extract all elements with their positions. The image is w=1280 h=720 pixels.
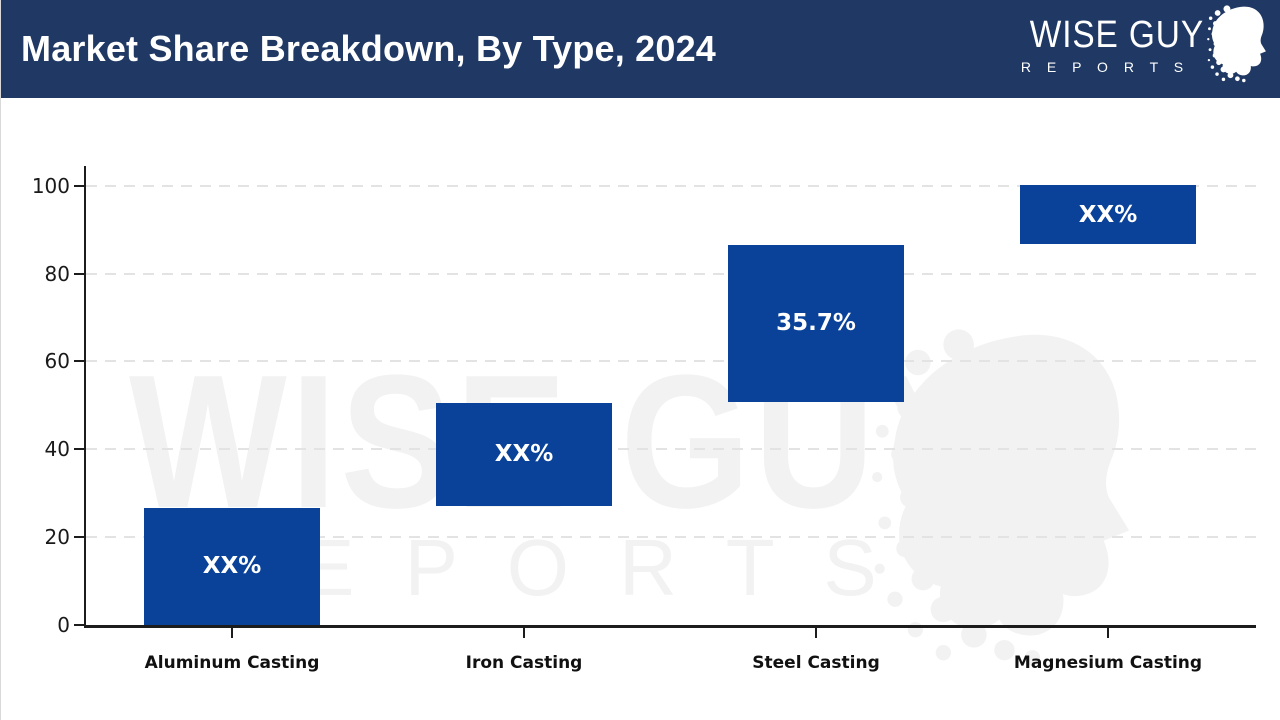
plot-area: 0 20 40 60 80 100 XX% Aluminum Casting XX% Iron C… — [32, 166, 1256, 673]
bar-value-label: XX% — [494, 441, 554, 468]
x-tick-mark — [231, 628, 233, 638]
gridline — [86, 536, 1256, 539]
y-tick-label: 40 — [44, 437, 70, 462]
x-tick-mark — [523, 628, 525, 638]
y-tick-mark — [74, 272, 84, 275]
y-tick-mark — [74, 448, 84, 451]
logo-brand-text: WISE GUY — [1029, 14, 1204, 57]
chart-canvas: WISE GUY R E P O R T S 0 20 40 60 80 100 XX% Al… — [1, 98, 1280, 720]
head-silhouette-icon — [1206, 4, 1270, 86]
x-category-label: Steel Casting — [752, 653, 880, 673]
header-bar: Market Share Breakdown, By Type, 2024 WI… — [1, 0, 1280, 98]
brand-logo: WISE GUY R E P O R T S — [1006, 4, 1270, 86]
gridline — [86, 184, 1256, 187]
x-category-label: Magnesium Casting — [1013, 653, 1203, 673]
gridline — [86, 360, 1256, 363]
logo-sub-text: R E P O R T S — [1020, 58, 1190, 75]
y-tick-mark — [74, 536, 84, 539]
y-tick-mark — [74, 360, 84, 363]
y-tick-label: 60 — [44, 349, 70, 374]
x-tick-mark — [815, 628, 817, 638]
y-tick-mark — [74, 184, 84, 187]
bar-value-label: XX% — [1078, 201, 1138, 228]
bar-iron-casting: XX% — [436, 403, 612, 506]
bar-magnesium-casting: XX% — [1020, 184, 1196, 245]
y-tick-label: 20 — [44, 525, 70, 550]
gridline — [86, 448, 1256, 451]
x-tick-mark — [1107, 628, 1109, 638]
bar-value-label: 35.7% — [776, 310, 856, 337]
x-category-label: Aluminum Casting — [144, 653, 320, 673]
gridline — [86, 272, 1256, 275]
page-title: Market Share Breakdown, By Type, 2024 — [21, 28, 717, 69]
bar-value-label: XX% — [202, 553, 262, 580]
logo-text: WISE GUY R E P O R T S — [1006, 14, 1204, 75]
y-tick-label: 0 — [57, 613, 70, 637]
x-category-label: Iron Casting — [465, 653, 583, 673]
y-tick-label: 100 — [31, 173, 70, 198]
y-tick-label: 80 — [44, 261, 70, 286]
bar-steel-casting: 35.7% — [728, 245, 904, 402]
bar-aluminum-casting: XX% — [144, 507, 320, 625]
y-tick-mark — [74, 624, 84, 626]
